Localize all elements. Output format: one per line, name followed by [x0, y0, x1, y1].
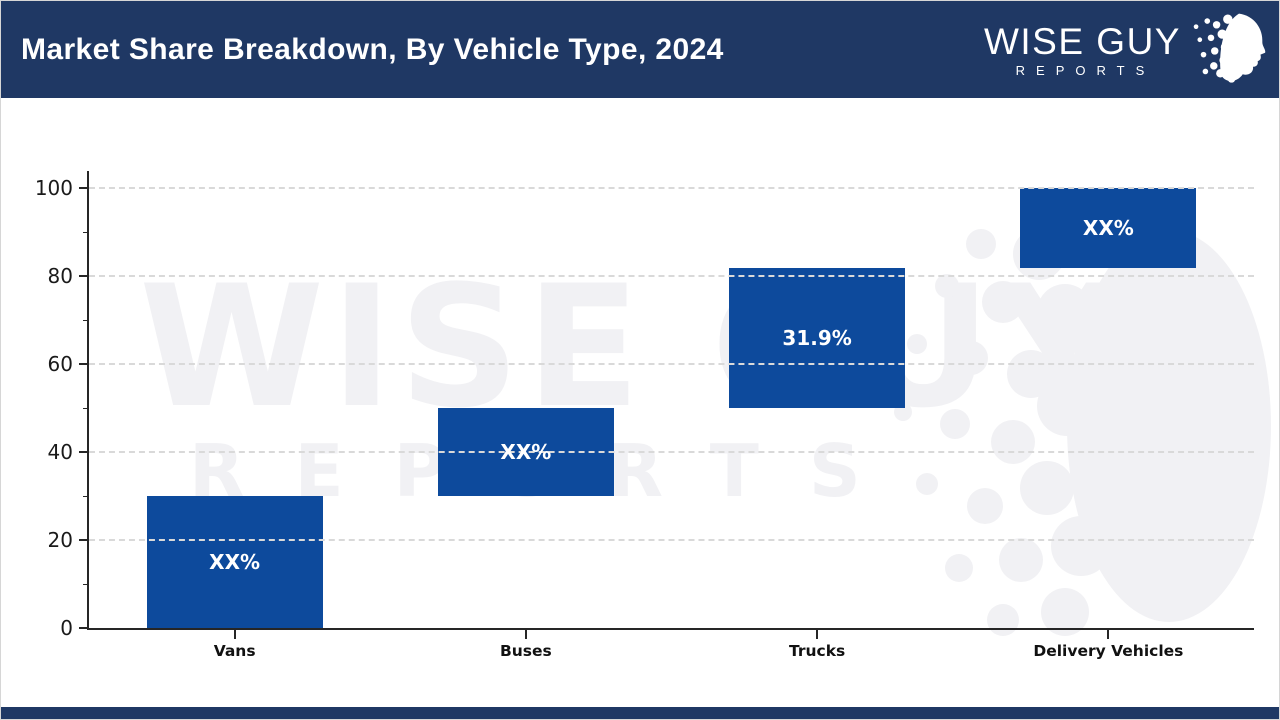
y-minor-tick	[83, 232, 88, 233]
y-tick-label: 60	[47, 352, 73, 376]
y-tick	[79, 275, 88, 277]
x-tick	[524, 630, 527, 639]
y-tick-label: 100	[34, 176, 73, 200]
bar-trucks	[729, 267, 906, 408]
x-axis-label-trucks: Trucks	[788, 642, 846, 660]
y-minor-tick	[83, 496, 88, 497]
page-title: Market Share Breakdown, By Vehicle Type,…	[21, 32, 724, 66]
y-tick-label: 80	[47, 264, 73, 288]
y-tick-label: 40	[47, 440, 73, 464]
gridline	[89, 363, 1254, 365]
y-minor-tick	[83, 320, 88, 321]
y-axis-line	[87, 171, 89, 630]
y-tick-label: 20	[47, 528, 73, 552]
x-axis-label-buses: Buses	[499, 642, 552, 660]
bar-delivery-vehicles	[1020, 188, 1197, 268]
logo-wordmark: WISE GUY	[983, 21, 1181, 62]
watermark-dotted-head-icon	[894, 228, 1271, 636]
y-tick	[79, 363, 88, 365]
x-axis-line	[87, 628, 1254, 630]
y-tick	[79, 187, 88, 189]
y-tick	[79, 451, 88, 453]
gridline	[89, 451, 1254, 453]
logo-subtitle: REPORTS	[1015, 63, 1156, 78]
x-tick	[1107, 630, 1110, 639]
logo-text: WISE GUY REPORTS	[983, 21, 1181, 79]
y-tick-label: 0	[60, 616, 73, 640]
bar-vans	[146, 496, 323, 628]
gridline	[89, 275, 1254, 277]
x-tick	[816, 630, 819, 639]
logo-head-profile-icon	[1193, 13, 1266, 83]
y-minor-tick	[83, 408, 88, 409]
gridline	[89, 187, 1254, 189]
x-axis-label-delivery-vehicles: Delivery Vehicles	[1033, 642, 1184, 660]
y-tick	[79, 627, 88, 629]
gridline	[89, 539, 1254, 541]
wiseguy-logo: WISE GUY REPORTS	[984, 7, 1267, 93]
x-axis-label-vans: Vans	[213, 642, 256, 660]
x-tick	[233, 630, 236, 639]
report-header: Market Share Breakdown, By Vehicle Type,…	[1, 1, 1279, 98]
y-minor-tick	[83, 584, 88, 585]
y-tick	[79, 539, 88, 541]
footer-bar	[1, 707, 1279, 719]
